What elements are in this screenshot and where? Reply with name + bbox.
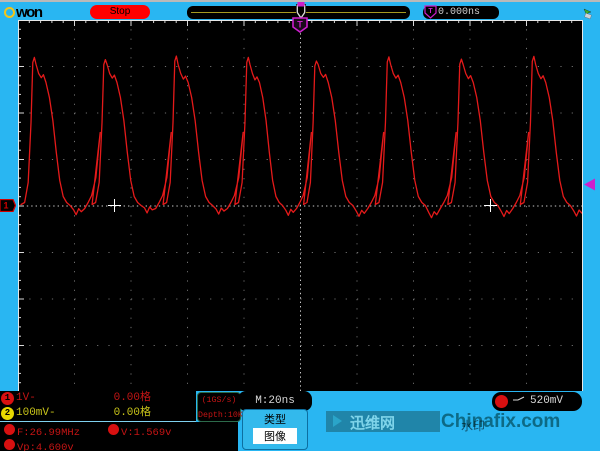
svg-text:1: 1	[3, 201, 8, 211]
svg-text:T: T	[297, 20, 303, 30]
svg-text:T: T	[428, 8, 433, 15]
